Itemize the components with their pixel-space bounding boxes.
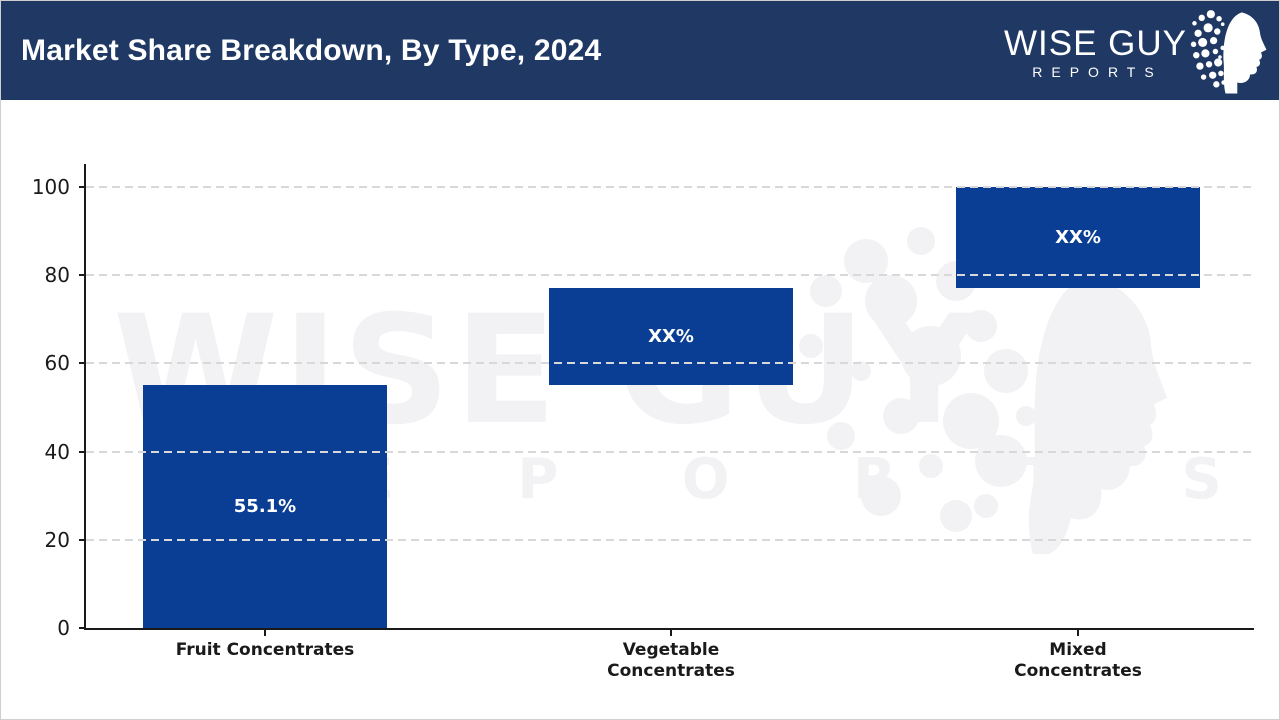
wiseguy-logo: WISE GUY REPORTS xyxy=(1004,7,1271,97)
y-tick-mark-20 xyxy=(79,538,86,541)
page-title: Market Share Breakdown, By Type, 2024 xyxy=(21,33,602,67)
bar-value-label: XX% xyxy=(648,326,694,348)
x-axis-labels: Fruit Concentrates Vegetable Concentrates… xyxy=(86,640,1254,700)
bar-fruit-concentrates: 55.1% xyxy=(143,385,387,628)
y-axis: 0 20 40 60 80 100 xyxy=(1,164,86,640)
gridline-20 xyxy=(86,538,1254,541)
y-tick-mark-40 xyxy=(79,450,86,453)
y-tick-mark-80 xyxy=(79,274,86,277)
watermark-face-icon xyxy=(799,227,1167,554)
category-label-fruit-concentrates: Fruit Concentrates xyxy=(175,640,355,660)
gridline-40 xyxy=(86,450,1254,453)
bar-mixed-concentrates: XX% xyxy=(956,187,1200,289)
y-tick-label-100: 100 xyxy=(31,175,70,199)
bar-value-label: XX% xyxy=(1055,227,1101,249)
bar-vegetable-concentrates: XX% xyxy=(549,288,793,385)
y-tick-label-0: 0 xyxy=(57,616,70,640)
y-tick-label-40: 40 xyxy=(44,439,70,464)
x-tick-mark-0 xyxy=(264,630,266,636)
logo-subtitle: REPORTS xyxy=(1032,63,1163,80)
gridline-60 xyxy=(86,362,1254,365)
x-tick-mark-1 xyxy=(670,630,672,636)
logo-face-icon xyxy=(1190,10,1267,94)
waterfall-chart-plot: 55.1% XX% XX% xyxy=(86,164,1254,630)
bar-value-label: 55.1% xyxy=(233,495,297,517)
y-tick-mark-0 xyxy=(79,627,86,629)
y-tick-label-60: 60 xyxy=(44,351,70,376)
gridline-80 xyxy=(86,274,1254,277)
y-tick-label-20: 20 xyxy=(44,527,70,552)
gridline-100 xyxy=(86,186,1254,188)
y-tick-mark-60 xyxy=(79,362,86,365)
x-axis-ticks xyxy=(86,630,1254,638)
y-axis-spine xyxy=(84,164,86,630)
category-label-vegetable-concentrates: Vegetable Concentrates xyxy=(607,640,735,681)
y-tick-mark-100 xyxy=(79,186,86,188)
category-label-mixed-concentrates: Mixed Concentrates xyxy=(1014,640,1142,681)
x-tick-mark-2 xyxy=(1077,630,1079,636)
x-axis-spine xyxy=(86,628,1254,630)
header-bar: Market Share Breakdown, By Type, 2024 WI… xyxy=(1,1,1279,100)
y-tick-label-80: 80 xyxy=(44,263,70,288)
logo-wordmark: WISE GUY xyxy=(1003,23,1187,63)
logo-text: WISE GUY REPORTS xyxy=(1003,23,1187,80)
